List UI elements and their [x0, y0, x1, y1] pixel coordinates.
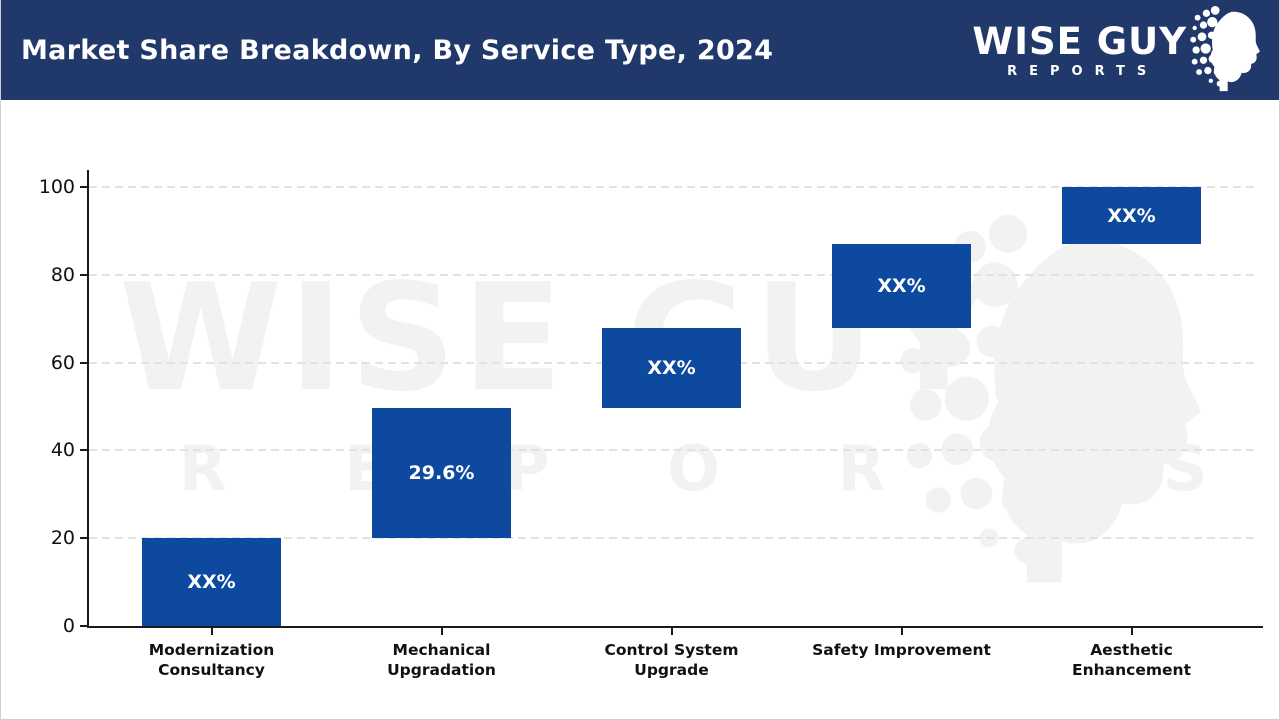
- x-axis-category-label-line: Consultancy: [158, 661, 265, 679]
- gridline: [89, 273, 1254, 276]
- x-axis-category-label-line: Enhancement: [1072, 661, 1191, 679]
- x-axis-tick-mark: [1130, 628, 1133, 635]
- y-axis-tick-label: 100: [38, 176, 75, 198]
- y-axis-line: [87, 170, 89, 628]
- y-axis-tick-mark: [80, 625, 89, 627]
- waterfall-bar: XX%: [142, 538, 281, 626]
- dotted-head-profile-icon: [1190, 6, 1260, 92]
- brand-name: WISE GUY: [972, 19, 1187, 63]
- y-axis-tick-label: 40: [50, 439, 75, 462]
- y-axis-tick-mark: [80, 273, 89, 276]
- x-axis-tick-mark: [440, 628, 443, 635]
- y-axis-tick-label: 60: [50, 351, 75, 374]
- y-axis-tick-mark: [80, 449, 89, 452]
- bar-value-label: XX%: [187, 571, 236, 594]
- waterfall-bar: XX%: [1062, 187, 1201, 245]
- brand-logo: WISE GUY REPORTS: [972, 6, 1267, 94]
- gridline: [89, 186, 1254, 188]
- x-axis-tick-mark: [900, 628, 903, 635]
- x-axis-category-label-line: Safety Improvement: [812, 641, 991, 659]
- x-axis-category-label: Mechanical Upgradation: [326, 640, 558, 680]
- waterfall-bar: XX%: [602, 328, 741, 409]
- waterfall-bar: 29.6%: [372, 408, 511, 539]
- bar-value-label: XX%: [647, 357, 696, 380]
- brand-logo-text: WISE GUY REPORTS: [972, 19, 1187, 79]
- x-axis-category-label: Control System Upgrade: [556, 640, 788, 680]
- waterfall-bar: XX%: [832, 244, 971, 329]
- x-axis-line: [87, 626, 1263, 628]
- x-axis-category-label: Aesthetic Enhancement: [1016, 640, 1248, 680]
- x-axis-category-label-line: Control System: [604, 641, 739, 659]
- y-axis-tick-label: 80: [50, 263, 75, 286]
- bar-value-label: XX%: [877, 275, 926, 298]
- brand-subname: REPORTS: [1007, 63, 1159, 79]
- header-band: Market Share Breakdown, By Service Type,…: [1, 0, 1279, 100]
- bar-value-label: 29.6%: [408, 462, 475, 485]
- gridline: [89, 537, 1254, 540]
- x-axis-category-label-line: Modernization: [148, 641, 275, 659]
- y-axis-tick-label: 0: [62, 615, 75, 637]
- x-axis-category-label: Modernization Consultancy: [96, 640, 328, 680]
- page-title: Market Share Breakdown, By Service Type,…: [21, 34, 774, 66]
- x-axis-tick-mark: [670, 628, 673, 635]
- x-axis-category-label-line: Aesthetic: [1090, 641, 1173, 659]
- watermark-dotted-head-icon: [900, 215, 1202, 583]
- y-axis-tick-mark: [80, 537, 89, 540]
- y-axis-tick-label: 20: [50, 527, 75, 550]
- x-axis-category-label-line: Mechanical: [392, 641, 491, 659]
- y-axis-tick-mark: [80, 186, 89, 188]
- x-axis-category-label-line: Upgradation: [387, 661, 496, 679]
- x-axis-category-label-line: Upgrade: [634, 661, 709, 679]
- y-axis-tick-mark: [80, 361, 89, 364]
- x-axis-category-label: Safety Improvement: [786, 640, 1018, 660]
- bar-value-label: XX%: [1107, 204, 1156, 227]
- x-axis-tick-mark: [210, 628, 213, 635]
- gridline: [89, 449, 1254, 452]
